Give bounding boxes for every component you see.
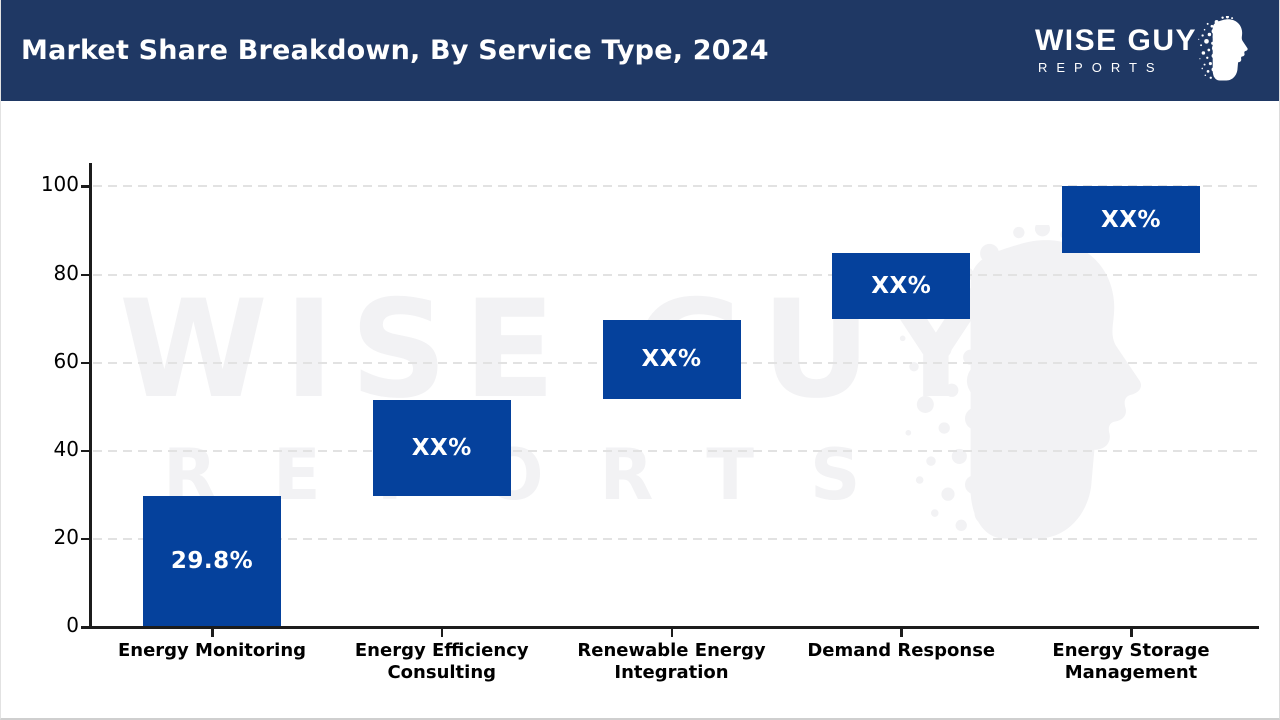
bar-value-label: XX% xyxy=(411,434,472,461)
x-tick-mark xyxy=(211,629,214,637)
bar-segment: XX% xyxy=(602,319,741,399)
x-tick-mark xyxy=(670,629,673,637)
gridline-100 xyxy=(93,185,1258,188)
y-tick-label-100: 100 xyxy=(40,172,79,197)
y-tick-mark-100 xyxy=(81,185,90,188)
x-category-label: Energy Storage Management xyxy=(1052,640,1210,683)
y-tick-label-40: 40 xyxy=(53,436,79,461)
bar-segment: XX% xyxy=(832,252,971,319)
y-tick-label-20: 20 xyxy=(53,524,79,549)
x-category-label: Energy Efficiency Consulting xyxy=(354,640,529,683)
y-tick-mark-0 xyxy=(81,626,90,629)
y-tick-mark-40 xyxy=(81,449,90,453)
x-category-label: Energy Monitoring xyxy=(117,640,307,661)
bar-value-label: 29.8% xyxy=(170,548,254,575)
x-tick-mark xyxy=(1130,629,1133,637)
gridline-40 xyxy=(93,449,1258,452)
bar-segment: 29.8% xyxy=(143,495,281,627)
bar-value-label: XX% xyxy=(1100,206,1161,233)
header-bar: Market Share Breakdown, By Service Type,… xyxy=(1,0,1279,101)
bar-value-label: XX% xyxy=(871,272,932,299)
gridline-80 xyxy=(93,273,1258,276)
y-axis-line xyxy=(89,163,92,629)
bar-value-label: XX% xyxy=(641,346,702,373)
y-tick-label-0: 0 xyxy=(66,613,79,637)
brand-logo-text: WISE GUY REPORTS xyxy=(1034,24,1197,76)
gridline-20 xyxy=(93,537,1258,540)
y-tick-label-80: 80 xyxy=(53,260,79,285)
y-tick-mark-20 xyxy=(81,537,90,541)
x-tick-mark xyxy=(440,629,444,637)
page-title: Market Share Breakdown, By Service Type,… xyxy=(21,35,769,66)
brand-name: WISE GUY xyxy=(1034,24,1197,57)
bar-segment: XX% xyxy=(372,400,511,496)
x-axis-line xyxy=(89,626,1259,629)
bar-segment: XX% xyxy=(1062,186,1200,253)
brand-subname: REPORTS xyxy=(1037,60,1164,75)
y-tick-label-60: 60 xyxy=(53,348,79,373)
y-tick-mark-80 xyxy=(81,273,90,277)
x-category-label: Demand Response xyxy=(807,640,996,661)
brand-logo: WISE GUY REPORTS xyxy=(1034,15,1253,86)
brand-head-icon xyxy=(1198,15,1248,80)
x-tick-mark xyxy=(900,629,903,637)
x-category-label: Renewable Energy Integration xyxy=(577,640,766,683)
y-tick-mark-60 xyxy=(81,361,90,365)
